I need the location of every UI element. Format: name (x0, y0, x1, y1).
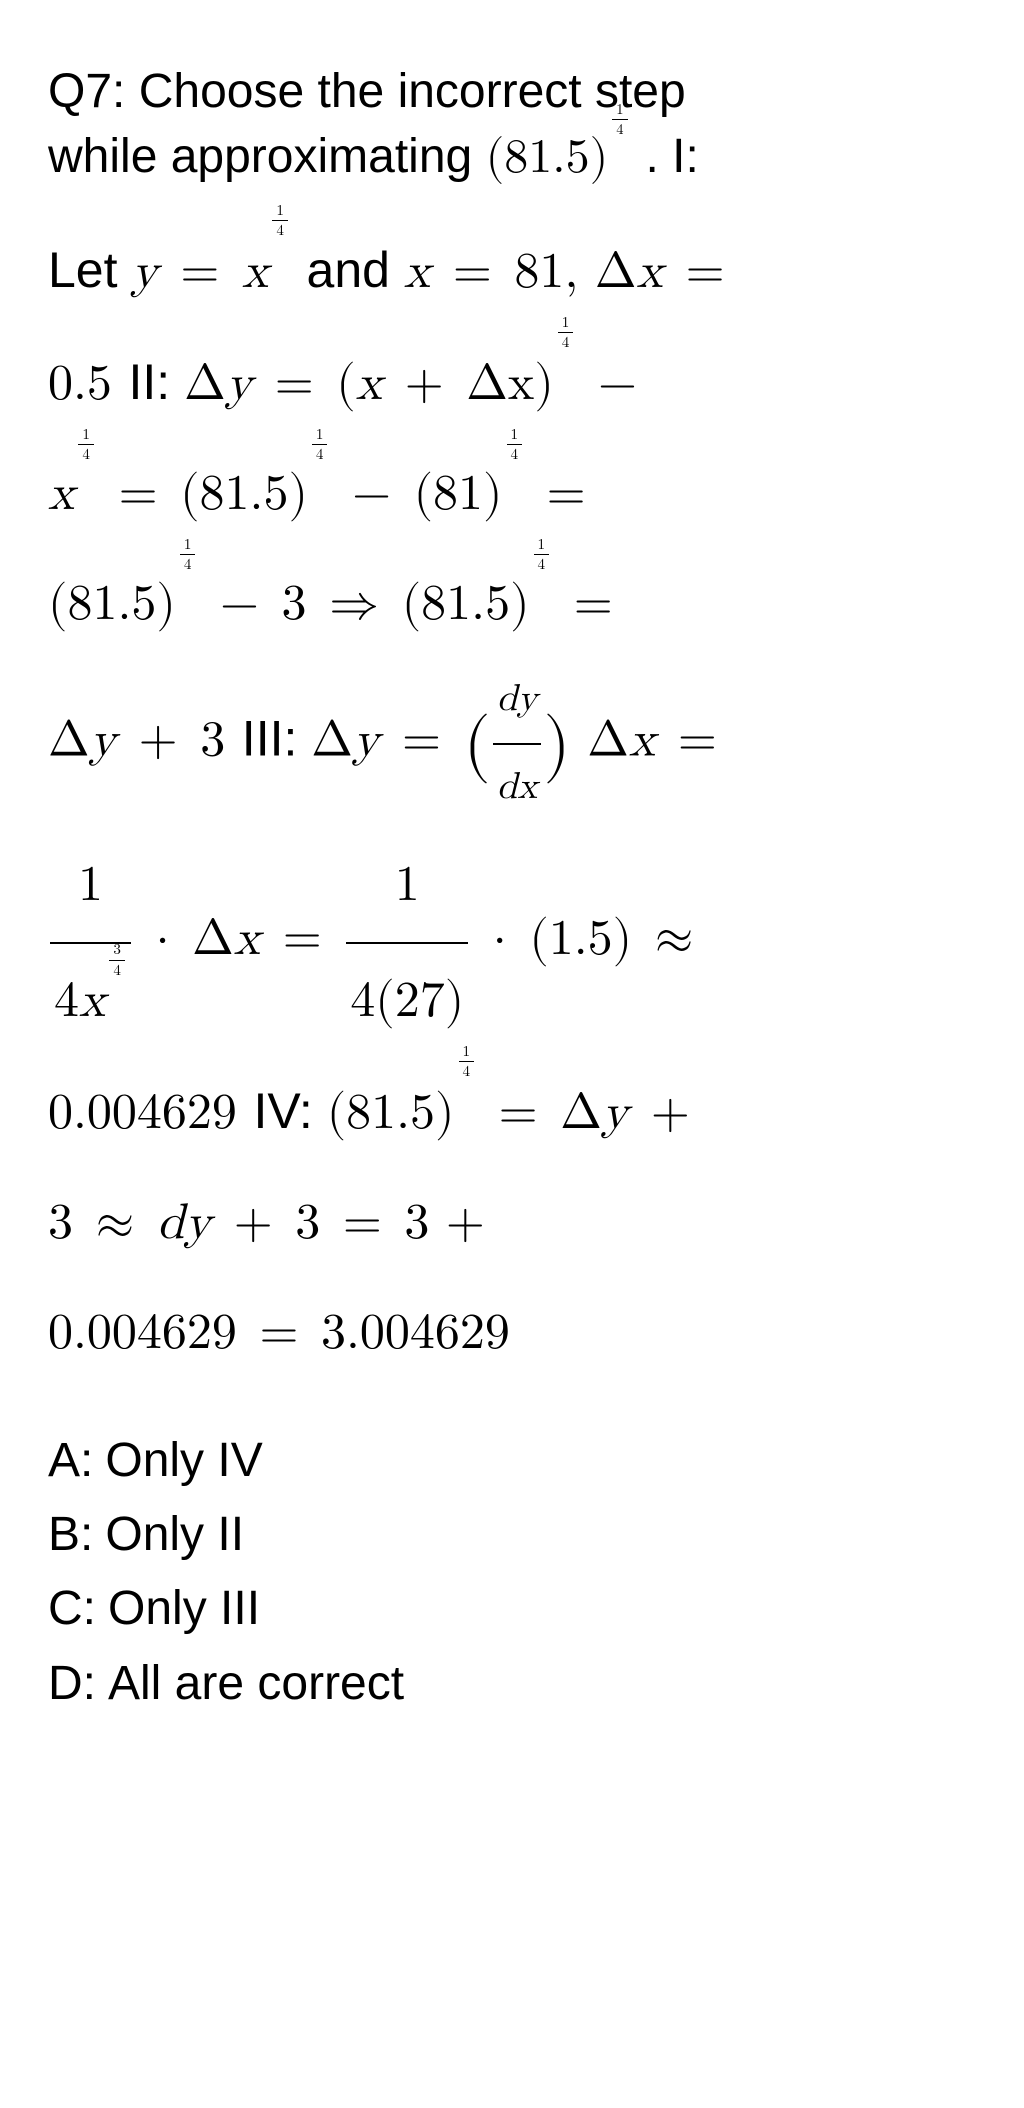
solution-steps: Let y = x14 and x = 81, Δx = 0.5 II: Δy … (48, 215, 984, 1388)
question-label: Q7: (48, 65, 125, 118)
option-A-label: A: (48, 1424, 93, 1498)
and-text: and (307, 242, 404, 298)
option-A-text: Only IV (105, 1424, 262, 1498)
option-D: D: All are correct (48, 1647, 984, 1721)
option-B: B: Only II (48, 1498, 984, 1572)
answer-options: A: Only IV B: Only II C: Only III D: All… (48, 1424, 984, 1722)
option-A: A: Only IV (48, 1424, 984, 1498)
target-expression: (81.5)14 (486, 134, 646, 182)
option-B-text: Only II (105, 1498, 244, 1572)
option-C-label: C: (48, 1572, 96, 1646)
frac-1-over-4x34: 1 4x34 (50, 830, 131, 1056)
step-I-let: Let (48, 242, 131, 298)
option-C-text: Only III (108, 1572, 260, 1646)
option-B-label: B: (48, 1498, 93, 1572)
option-D-text: All are correct (108, 1647, 404, 1721)
prompt-part3: . I: (645, 130, 698, 183)
roman-IV: IV: (254, 1083, 327, 1139)
question-prompt: Q7: Choose the incorrect step while appr… (48, 60, 984, 191)
prompt-part1: Choose the incorrect step (139, 65, 686, 118)
roman-III: III: (242, 710, 311, 766)
roman-II: II: (129, 354, 185, 410)
document-page: Q7: Choose the incorrect step while appr… (0, 0, 1024, 1781)
prompt-part2: while approximating (48, 130, 472, 183)
option-D-label: D: (48, 1647, 96, 1721)
option-C: C: Only III (48, 1572, 984, 1646)
frac-1-over-427: 1 4(27) (346, 830, 468, 1056)
